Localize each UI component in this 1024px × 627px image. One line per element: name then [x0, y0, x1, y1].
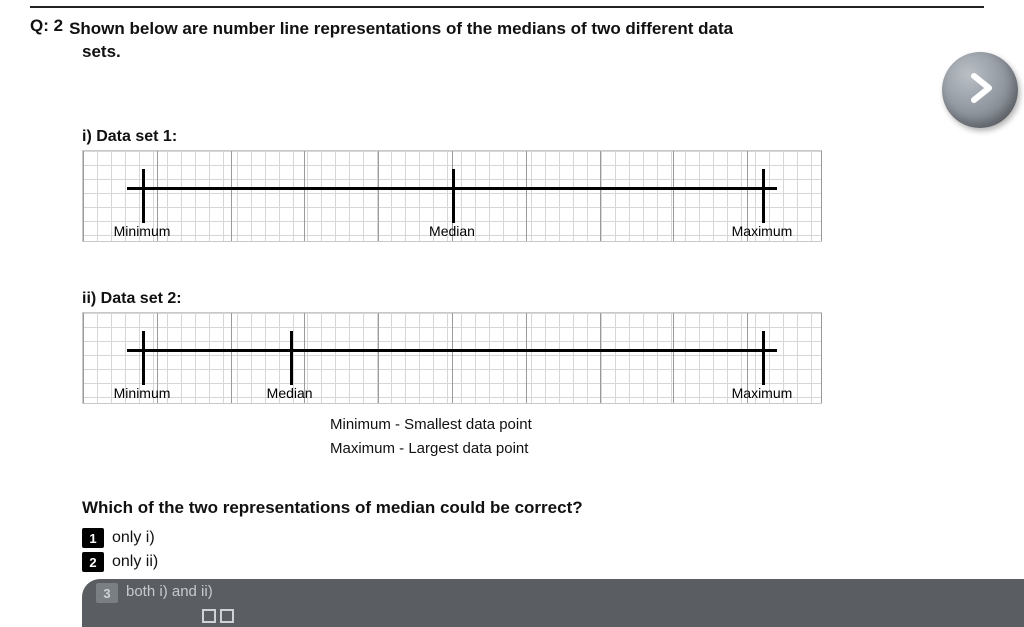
- tick-label: Minimum: [114, 385, 171, 401]
- dataset2-numberline: Minimum Median Maximum: [82, 312, 822, 404]
- question-row: Q: 2 Shown below are number line represe…: [30, 16, 914, 42]
- legend-min: Minimum - Smallest data point: [330, 416, 532, 433]
- dataset1-numberline: Minimum Median Maximum: [82, 150, 822, 242]
- option-badge-1: 1: [82, 528, 104, 548]
- top-rule: [30, 6, 984, 8]
- option-text-3: both i) and ii): [126, 583, 213, 600]
- next-button[interactable]: [942, 52, 1018, 128]
- tick-label: Maximum: [732, 223, 793, 239]
- toolbar-icons: [202, 609, 234, 623]
- chevron-right-icon: [962, 70, 998, 111]
- option-text-2: only ii): [112, 553, 158, 571]
- question-text-2: sets.: [82, 42, 121, 62]
- option-badge-3: 3: [96, 583, 118, 603]
- options-list: 1 only i) 2 only ii): [82, 528, 158, 576]
- tick-label: Median: [267, 385, 313, 401]
- option-2[interactable]: 2 only ii): [82, 552, 158, 572]
- question-text-1: Shown below are number line representati…: [69, 16, 733, 42]
- dataset2-label: ii) Data set 2:: [82, 290, 182, 308]
- tick-label: Maximum: [732, 385, 793, 401]
- square-icon: [202, 609, 216, 623]
- question-label: Q: 2: [30, 16, 63, 36]
- option-1[interactable]: 1 only i): [82, 528, 158, 548]
- option-badge-2: 2: [82, 552, 104, 572]
- legend-max: Maximum - Largest data point: [330, 440, 528, 457]
- square-icon: [220, 609, 234, 623]
- option-text-1: only i): [112, 529, 155, 547]
- bottom-bar: 3 both i) and ii): [82, 579, 1024, 627]
- tick-label: Median: [429, 223, 475, 239]
- dataset1-label: i) Data set 1:: [82, 128, 177, 146]
- tick-label: Minimum: [114, 223, 171, 239]
- which-question: Which of the two representations of medi…: [82, 498, 583, 518]
